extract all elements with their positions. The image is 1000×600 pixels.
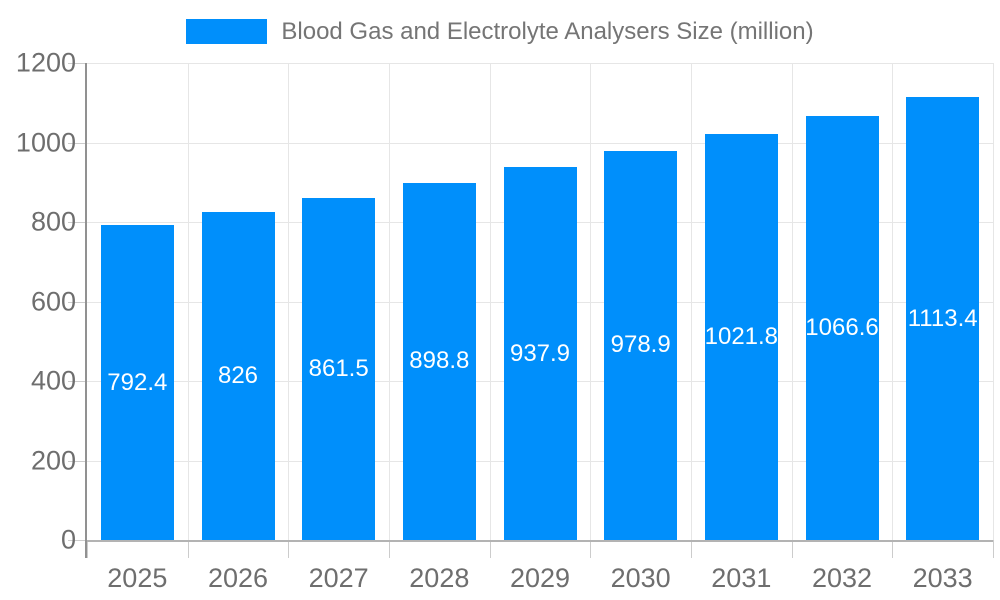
bar[interactable]: 978.9: [604, 150, 678, 540]
gridline-vertical: [590, 63, 592, 540]
x-axis-tick: [187, 540, 189, 558]
bar[interactable]: 826: [201, 211, 275, 540]
gridline-vertical: [892, 63, 894, 540]
y-axis-tick-label: 400: [30, 365, 76, 396]
bar-value-label: 1113.4: [907, 304, 978, 332]
bar[interactable]: 861.5: [302, 197, 376, 540]
x-axis-tick: [288, 540, 290, 558]
bar-value-label: 861.5: [308, 354, 369, 382]
bar-value-label: 978.9: [610, 331, 671, 359]
y-axis-tick: [68, 540, 87, 541]
y-axis-line: [85, 63, 87, 558]
x-axis-category-label: 2029: [509, 563, 571, 593]
bar[interactable]: 898.8: [402, 182, 476, 540]
legend-swatch: [186, 18, 268, 44]
x-axis-tick: [489, 540, 491, 558]
y-axis-tick-label: 0: [60, 524, 76, 555]
x-axis-category-label: 2027: [308, 563, 369, 593]
bar[interactable]: 937.9: [503, 167, 577, 540]
y-axis-tick-label: 600: [30, 286, 76, 316]
gridline-vertical: [691, 63, 692, 540]
x-axis-tick: [993, 540, 994, 558]
x-axis-tick: [87, 540, 88, 558]
bar-value-label: 1066.6: [805, 314, 879, 341]
bar[interactable]: 1021.8: [704, 133, 779, 540]
bar-value-label: 792.4: [107, 368, 168, 396]
gridline-horizontal: [87, 63, 993, 64]
y-axis-tick: [68, 63, 87, 64]
bar[interactable]: 1066.6: [805, 116, 879, 540]
bar-value-label: 937.9: [509, 339, 571, 367]
legend[interactable]: Blood Gas and Electrolyte Analysers Size…: [0, 16, 1000, 46]
y-axis-tick: [68, 460, 87, 462]
x-axis-category-label: 2025: [107, 563, 168, 593]
x-axis-category-label: 2028: [409, 563, 470, 593]
gridline-horizontal: [87, 142, 993, 144]
bar[interactable]: 1113.4: [906, 97, 980, 540]
x-axis-baseline: [87, 540, 993, 542]
y-axis-tick: [68, 301, 87, 303]
bar-value-label: 826: [217, 361, 259, 389]
y-axis-tick-label: 1200: [15, 47, 76, 78]
y-axis-tick: [68, 222, 87, 223]
x-axis-tick: [892, 540, 894, 558]
bar-value-label: 1021.8: [704, 322, 779, 350]
gridline-vertical: [288, 63, 290, 540]
gridline-vertical: [187, 63, 189, 540]
y-axis-tick: [68, 142, 87, 144]
x-axis-tick: [791, 540, 793, 558]
x-axis-category-label: 2033: [912, 563, 973, 593]
y-axis-tick: [68, 381, 87, 382]
x-axis-tick: [691, 540, 692, 558]
y-axis-tick-label: 800: [30, 206, 76, 237]
gridline-vertical: [791, 63, 793, 540]
gridline-vertical: [993, 63, 994, 540]
x-axis-category-label: 2031: [711, 563, 772, 593]
y-axis-tick-label: 200: [30, 445, 76, 475]
x-axis-tick: [590, 540, 592, 558]
bar[interactable]: 792.4: [100, 225, 174, 540]
x-axis-category-label: 2026: [207, 563, 269, 593]
x-axis-category-label: 2032: [811, 563, 873, 593]
gridline-vertical: [389, 63, 390, 540]
legend-label: Blood Gas and Electrolyte Analysers Size…: [281, 17, 814, 45]
y-axis-tick-label: 1000: [15, 127, 76, 157]
gridline-vertical: [489, 63, 491, 540]
x-axis-category-label: 2030: [610, 563, 671, 593]
x-axis-tick: [389, 540, 390, 558]
bar-value-label: 898.8: [409, 347, 470, 375]
